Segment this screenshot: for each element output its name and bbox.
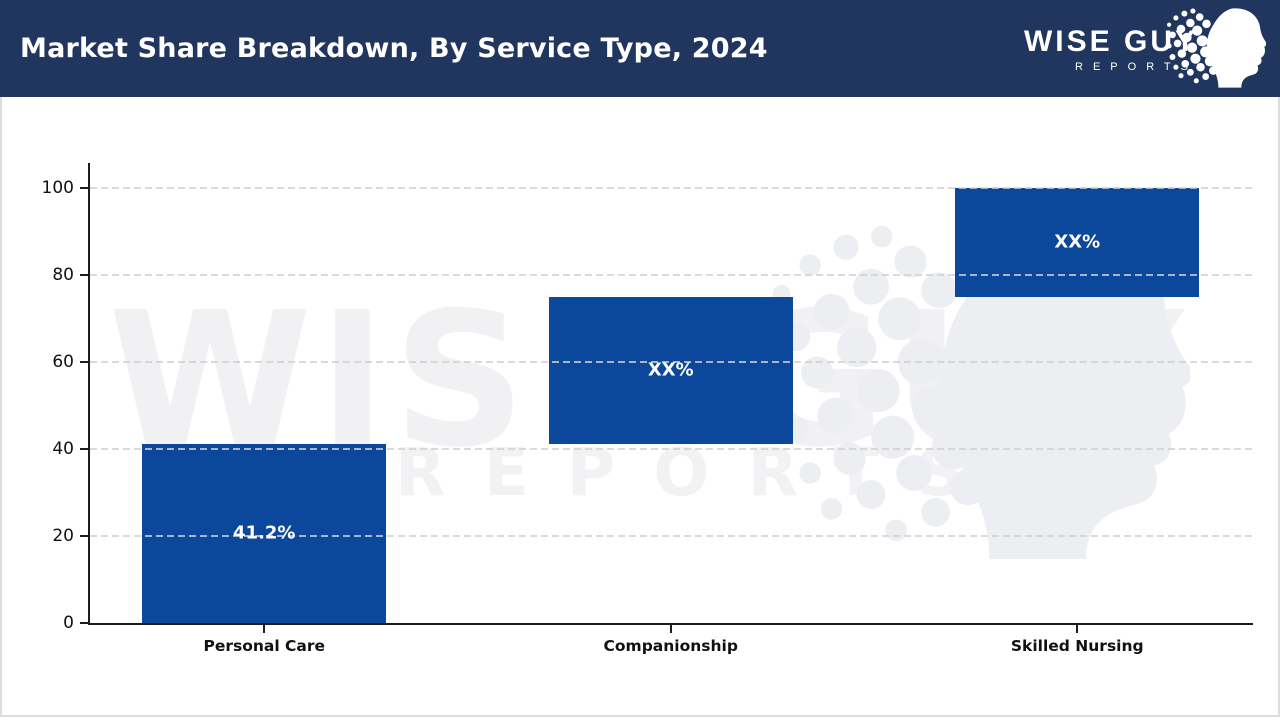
x-tick-mark-personal-care [263,625,266,633]
y-tick-mark-0 [80,622,88,624]
y-tick-mark-20 [80,535,88,537]
y-tick-mark-100 [80,187,88,189]
y-tick-mark-60 [80,361,88,363]
x-axis-line [88,623,1253,625]
y-tick-mark-80 [80,274,88,276]
header-bar: Market Share Breakdown, By Service Type,… [0,0,1280,97]
logo-subtitle: REPORTS [1075,60,1198,73]
x-category-label-personal-care: Personal Care [203,637,326,655]
bar-value-label-personal-care: 41.2% [233,522,296,544]
y-tick-label-100: 100 [41,178,74,198]
y-tick-label-80: 80 [52,265,74,285]
y-tick-label-40: 40 [52,439,74,459]
y-tick-label-60: 60 [52,352,74,372]
bar-skilled-nursing [955,188,1200,297]
x-tick-mark-skilled-nursing [1076,625,1079,633]
y-tick-mark-40 [80,448,88,450]
bar-personal-care [142,443,387,623]
watermark-face-icon [770,224,1190,559]
y-tick-label-20: 20 [52,526,74,546]
chart-title: Market Share Breakdown, By Service Type,… [20,33,768,64]
x-tick-mark-companionship [669,625,672,633]
logo-wordmark: WISE GUY [1023,24,1198,58]
y-tick-label-0: 0 [63,613,74,633]
gridline-80 [90,274,1253,276]
logo-text: WISE GUY REPORTS [1024,25,1198,73]
gridline-60 [90,361,1253,363]
wise-guy-logo: WISE GUY REPORTS [1024,6,1266,91]
bar-companionship [548,296,793,444]
bar-value-label-skilled-nursing: XX% [1054,231,1101,253]
y-axis-line [88,163,90,625]
x-category-label-skilled-nursing: Skilled Nursing [1010,637,1144,655]
gridline-20 [90,535,1253,537]
gridline-40 [90,448,1253,450]
logo-face-icon [1166,8,1266,88]
x-category-label-companionship: Companionship [603,637,738,655]
bar-value-label-companionship: XX% [647,359,694,381]
gridline-100 [90,187,1253,189]
